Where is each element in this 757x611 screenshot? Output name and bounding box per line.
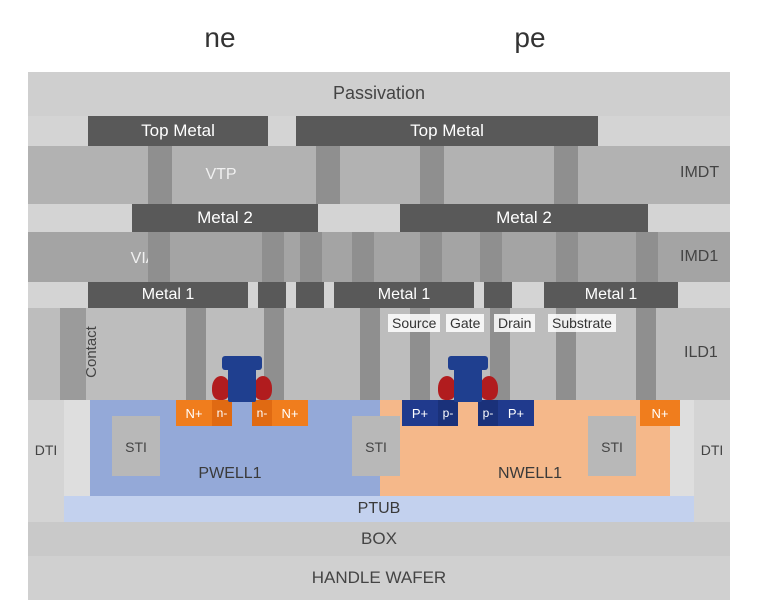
imdt-layer (28, 146, 730, 204)
ne-nplus-l-lab: N+ (176, 400, 212, 426)
diagram-canvas: ne pe Passivation Top Metal Top Metal IM… (0, 0, 757, 611)
ne-spacer-r (254, 376, 272, 400)
ild1-label: ILD1 (684, 340, 734, 366)
passivation-label: Passivation (28, 78, 730, 108)
via-vtp-1 (148, 146, 172, 204)
contact-7 (636, 308, 656, 400)
tag-drain: Drain (494, 314, 535, 332)
pe-spacer-r (480, 376, 498, 400)
via1-3 (300, 232, 322, 282)
via1-7 (556, 232, 578, 282)
metal1-pad3 (484, 282, 512, 308)
via1-5 (420, 232, 442, 282)
ne-nminus-r-lab: n- (252, 400, 272, 426)
tag-substrate: Substrate (548, 314, 616, 332)
handle-label: HANDLE WAFER (28, 556, 730, 600)
dti-left-label: DTI (28, 438, 64, 462)
nwell-label: NWELL1 (460, 462, 600, 486)
title-pe: pe (470, 20, 590, 56)
via1-1 (148, 232, 170, 282)
ne-gate (218, 356, 266, 402)
pe-pplus-r-lab: P+ (498, 400, 534, 426)
contact-1 (186, 308, 206, 400)
metal2-right-label: Metal 2 (400, 204, 648, 232)
dti-right-label: DTI (694, 438, 730, 462)
tag-gate: Gate (446, 314, 484, 332)
top-metal-left-label: Top Metal (88, 116, 268, 146)
via-vtp-2 (316, 146, 340, 204)
imdt-label: IMDT (680, 158, 740, 188)
title-ne: ne (160, 20, 280, 56)
nwell-tap-lab: N+ (640, 400, 680, 426)
via-vtp-4 (554, 146, 578, 204)
pe-pplus-l-lab: P+ (402, 400, 438, 426)
ptub-label: PTUB (64, 496, 694, 522)
pe-gate-cap (448, 356, 488, 370)
metal1-pad2 (296, 282, 324, 308)
box-label: BOX (28, 522, 730, 556)
sti-2-label: STI (352, 436, 400, 458)
contact-label: Contact (78, 306, 104, 398)
vtp-label: VTP (196, 160, 246, 190)
metal1-b-label: Metal 1 (334, 282, 474, 308)
imd1-label: IMD1 (680, 244, 740, 270)
pwell-label: PWELL1 (160, 462, 300, 486)
ne-nplus-r-lab: N+ (272, 400, 308, 426)
contact-3 (360, 308, 380, 400)
pe-pminus-l-lab: p- (438, 400, 458, 426)
via1-6 (480, 232, 502, 282)
sti-3-label: STI (588, 436, 636, 458)
via1-8 (636, 232, 658, 282)
via-vtp-3 (420, 146, 444, 204)
pe-pminus-r-lab: p- (478, 400, 498, 426)
pe-gate (444, 356, 492, 402)
top-metal-right-label: Top Metal (296, 116, 598, 146)
tag-source: Source (388, 314, 440, 332)
ne-nminus-l-lab: n- (212, 400, 232, 426)
sti-1-label: STI (112, 436, 160, 458)
via1-2 (262, 232, 284, 282)
ne-gate-cap (222, 356, 262, 370)
metal1-pad1 (258, 282, 286, 308)
metal1-c-label: Metal 1 (544, 282, 678, 308)
metal2-left-label: Metal 2 (132, 204, 318, 232)
metal1-a-label: Metal 1 (88, 282, 248, 308)
via1-4 (352, 232, 374, 282)
